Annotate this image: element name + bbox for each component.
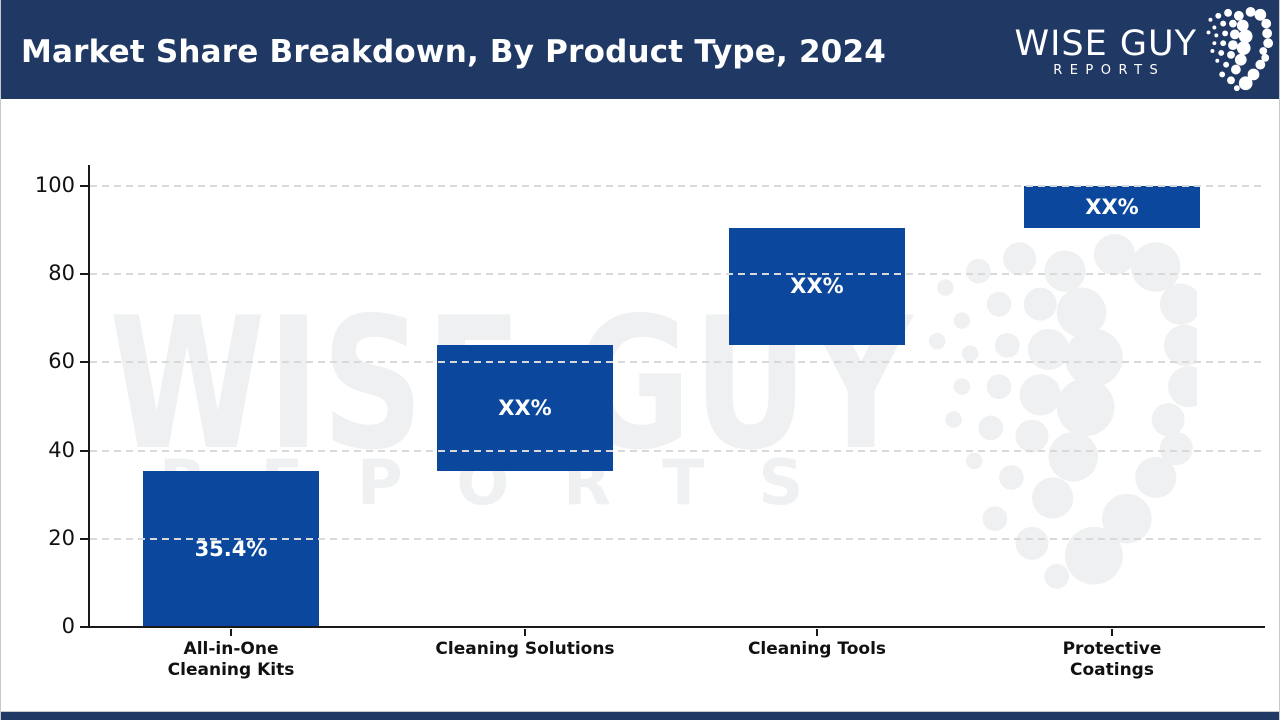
y-tick-label-100: 100 <box>34 173 75 197</box>
gridline-80 <box>90 273 1263 276</box>
y-tick-60 <box>80 361 88 364</box>
y-tick-label-0: 0 <box>61 614 75 638</box>
x-axis-line <box>88 626 1265 628</box>
brand-name: WISE GUY <box>1014 24 1197 64</box>
x-tick-3 <box>816 629 818 636</box>
y-tick-label-60: 60 <box>48 349 75 374</box>
bottom-border-line <box>1 711 1279 712</box>
y-tick-label-80: 80 <box>48 261 75 286</box>
bar-segment-1: 35.4% <box>143 470 319 627</box>
bar-segment-4: XX% <box>1024 186 1200 228</box>
x-tick-1 <box>230 629 232 636</box>
header-bar: Market Share Breakdown, By Product Type,… <box>1 0 1279 99</box>
x-tick-4 <box>1111 629 1113 636</box>
bar-segment-3: XX% <box>729 227 905 345</box>
x-category-label-2: Cleaning Solutions <box>435 639 615 659</box>
brand-logo: WISE GUY REPORTS <box>1009 0 1273 99</box>
y-tick-label-40: 40 <box>48 437 75 462</box>
y-tick-0 <box>80 626 88 628</box>
bar-value-label: 35.4% <box>194 536 268 561</box>
bar-value-label: XX% <box>790 274 844 299</box>
brand-logo-text: WISE GUY REPORTS <box>1014 26 1197 78</box>
page-title: Market Share Breakdown, By Product Type,… <box>21 34 887 70</box>
y-tick-100 <box>80 185 88 187</box>
brand-dotted-head-icon <box>1206 6 1273 92</box>
y-tick-label-20: 20 <box>48 525 75 550</box>
bar-value-label: XX% <box>498 395 552 420</box>
bar-segment-2: XX% <box>437 344 613 471</box>
bar-value-label: XX% <box>1085 194 1139 219</box>
y-axis-line <box>88 165 90 628</box>
y-tick-40 <box>80 449 88 452</box>
x-category-label-3: Cleaning Tools <box>747 639 887 659</box>
gridline-100 <box>90 185 1263 187</box>
brand-subname: REPORTS <box>1053 63 1166 78</box>
gridline-40 <box>90 449 1263 452</box>
y-tick-20 <box>80 537 88 540</box>
footer-bar <box>1 712 1279 720</box>
y-tick-80 <box>80 273 88 276</box>
gridline-20 <box>90 537 1263 540</box>
x-tick-2 <box>524 629 526 636</box>
x-category-label-4: Protective Coatings <box>1062 639 1162 680</box>
gridline-60 <box>90 361 1263 364</box>
x-category-label-1: All-in-One Cleaning Kits <box>167 639 295 680</box>
